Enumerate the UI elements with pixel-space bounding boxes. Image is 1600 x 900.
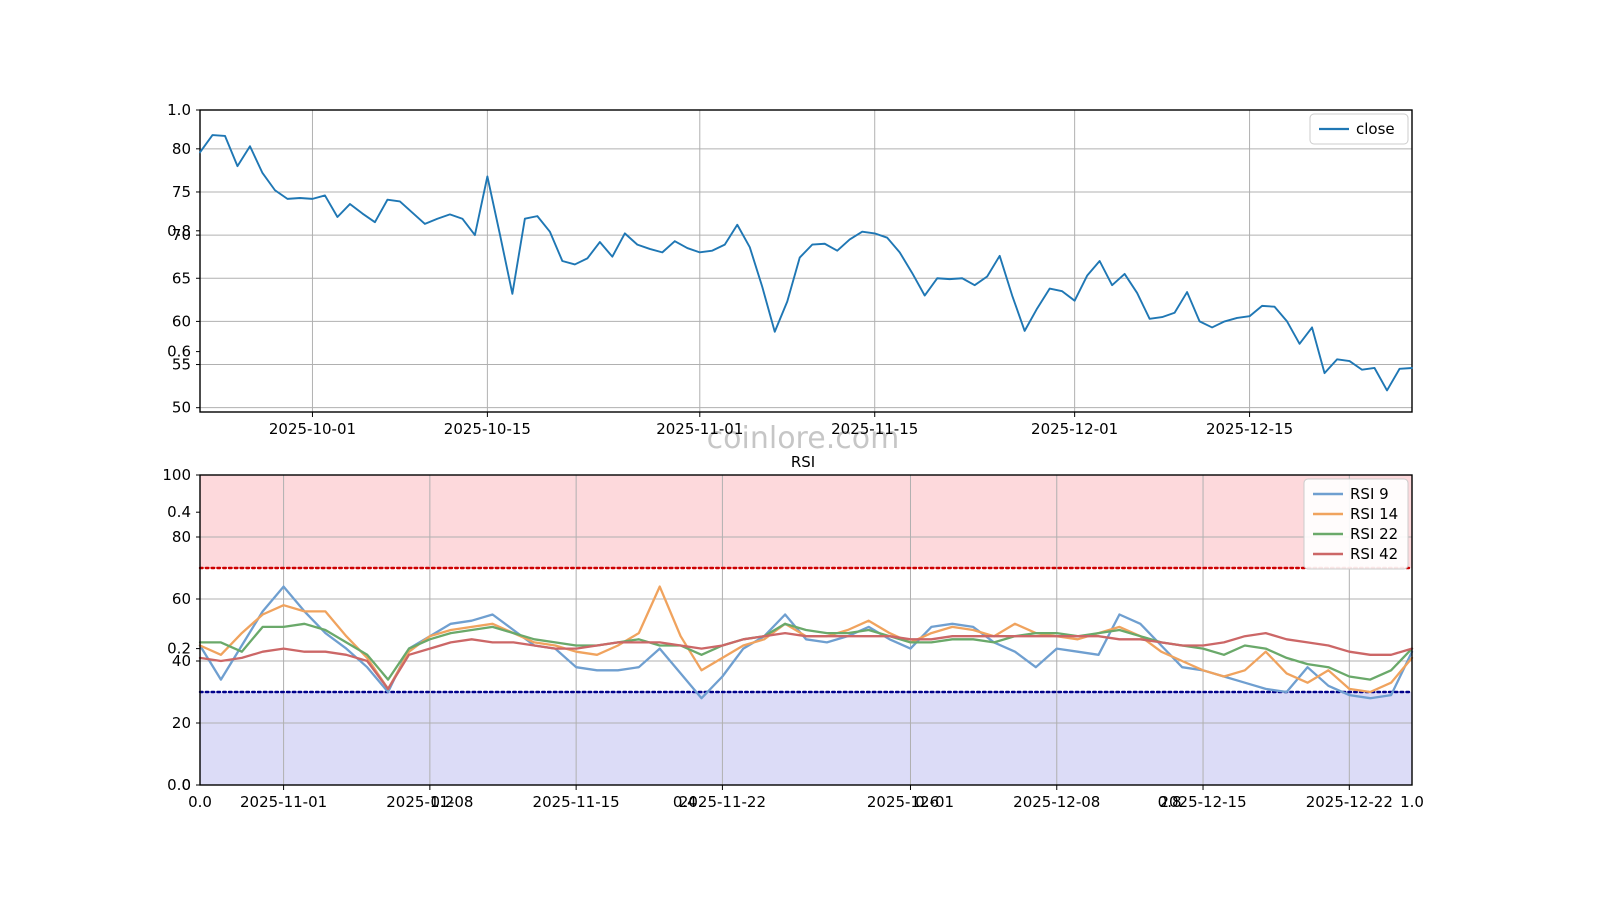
price-ytick-norm-label: 0.6 — [167, 343, 191, 361]
price-xtick-label: 2025-12-15 — [1206, 420, 1293, 438]
rsi-xtick-norm-label: 0.8 — [1158, 793, 1182, 811]
price-axes-frame — [199, 109, 1413, 413]
rsi-overbought-band — [200, 475, 1412, 568]
rsi-legend-label-rsi-14: RSI 14 — [1350, 505, 1398, 523]
rsi-ytick-norm-label: 0.4 — [167, 503, 191, 521]
rsi-xtick-norm-label: 0.4 — [673, 793, 697, 811]
rsi-xtick-norm-label: 0.6 — [915, 793, 939, 811]
price-ytick-norm-label: 1.0 — [167, 101, 191, 119]
rsi-xtick-label: 2025-11-08 — [386, 793, 473, 811]
rsi-xtick-label: 2025-12-15 — [1159, 793, 1246, 811]
rsi-xtick-label: 2025-11-22 — [679, 793, 766, 811]
rsi-line-rsi-22 — [198, 622, 1414, 681]
price-line-close — [199, 134, 1413, 392]
rsi-panel-title: RSI — [791, 453, 815, 471]
rsi-xtick-norm-label: 0.2 — [430, 793, 454, 811]
rsi-ytick-norm-label: 0.2 — [167, 640, 191, 658]
rsi-legend: RSI 9 RSI 14 RSI 22 RSI 42 — [1303, 478, 1409, 570]
price-panel: 50 55 60 65 70 75 80 0.6 0.8 1.0 2025-10-01 2025-10… — [167, 101, 1413, 438]
rsi-xtick-label: 2025-12-22 — [1306, 793, 1393, 811]
price-ytick-label: 50 — [172, 399, 191, 417]
rsi-ytick-label: 0 — [181, 776, 191, 794]
rsi-legend-label-rsi-42: RSI 42 — [1350, 545, 1398, 563]
rsi-axes-frame — [199, 474, 1413, 786]
rsi-legend-label-rsi-9: RSI 9 — [1350, 485, 1389, 503]
rsi-oversold-band — [200, 692, 1412, 785]
rsi-ytick-label: 60 — [172, 590, 191, 608]
price-ytick-label: 70 — [172, 226, 191, 244]
price-ytick-label: 80 — [172, 140, 191, 158]
price-ytick-label: 60 — [172, 312, 191, 330]
price-xtick-label: 2025-10-15 — [444, 420, 531, 438]
price-xtick-label: 2025-12-01 — [1031, 420, 1118, 438]
price-legend-label-close: close — [1356, 120, 1395, 138]
price-legend: close — [1309, 113, 1409, 145]
rsi-ytick-norm-label: 0.0 — [167, 776, 191, 794]
rsi-xtick-label: 2025-11-15 — [533, 793, 620, 811]
price-ytick-label: 55 — [172, 356, 191, 374]
rsi-ytick-label: 80 — [172, 528, 191, 546]
price-xtick-label: 2025-10-01 — [269, 420, 356, 438]
watermark-coinlore: coinlore.com — [707, 421, 900, 456]
rsi-xtick-norm-label: 0.0 — [188, 793, 212, 811]
rsi-ytick-label: 40 — [172, 652, 191, 670]
price-xtick-label: 2025-11-15 — [831, 420, 918, 438]
price-legend-box — [1309, 113, 1409, 145]
rsi-ytick-label: 100 — [162, 466, 191, 484]
rsi-legend-label-rsi-22: RSI 22 — [1350, 525, 1398, 543]
rsi-xtick-label: 2025-11-01 — [240, 793, 327, 811]
price-ytick-label: 75 — [172, 183, 191, 201]
price-ytick-norm-label: 0.8 — [167, 222, 191, 240]
rsi-panel: 0 20 40 60 80 100 0.0 0.2 0.4 2025-11-01 2025-11-0… — [162, 453, 1424, 811]
rsi-xtick-norm-label: 1.0 — [1400, 793, 1424, 811]
price-plot-background — [200, 110, 1412, 412]
rsi-xtick-label: 2025-12-01 — [867, 793, 954, 811]
price-xtick-label: 2025-11-01 — [656, 420, 743, 438]
rsi-ytick-label: 20 — [172, 714, 191, 732]
rsi-legend-box — [1303, 478, 1409, 570]
price-ytick-label: 65 — [172, 269, 191, 287]
rsi-line-rsi-42 — [198, 631, 1414, 691]
rsi-xtick-label: 2025-12-08 — [1013, 793, 1100, 811]
